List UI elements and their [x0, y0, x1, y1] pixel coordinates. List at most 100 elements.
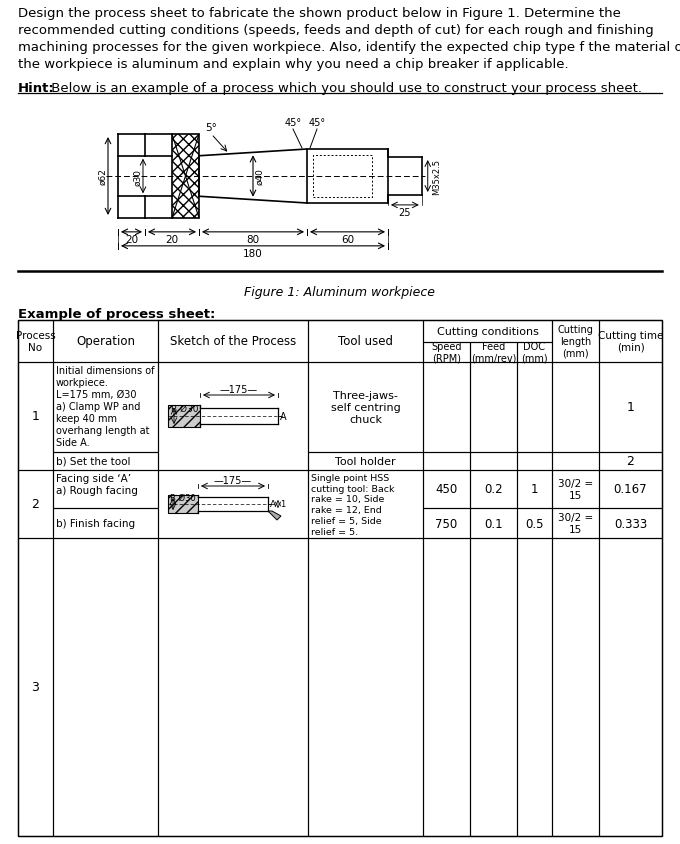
Bar	[552, 538, 599, 836]
Text: M35x2.5: M35x2.5	[432, 159, 441, 195]
Text: 0.2: 0.2	[484, 483, 503, 496]
Bar	[470, 470, 517, 508]
Text: Speed
(RPM): Speed (RPM)	[431, 342, 462, 364]
Text: ø30: ø30	[133, 168, 143, 186]
Text: 45°: 45°	[284, 118, 301, 127]
Bar	[308, 452, 423, 470]
Bar	[599, 508, 662, 538]
Text: ø62: ø62	[99, 168, 107, 185]
Bar	[308, 363, 423, 452]
Text: Cutting time
(min): Cutting time (min)	[598, 331, 663, 353]
Bar	[53, 321, 158, 363]
Text: Single point HSS
cutting tool: Back
rake = 10, Side
rake = 12, End
relief = 5, S: Single point HSS cutting tool: Back rake…	[311, 473, 394, 536]
Text: 1: 1	[31, 410, 39, 423]
Text: Hint:: Hint:	[18, 82, 55, 95]
Text: Cutting conditions: Cutting conditions	[437, 327, 539, 337]
Bar	[470, 363, 517, 452]
Bar	[18, 538, 53, 836]
Text: 1: 1	[280, 500, 285, 509]
Bar	[18, 321, 662, 836]
Text: Feed
(mm/rev): Feed (mm/rev)	[471, 342, 516, 364]
Bar	[552, 470, 599, 508]
Text: Facing side ‘A’
a) Rough facing: Facing side ‘A’ a) Rough facing	[56, 473, 138, 495]
Bar	[423, 508, 470, 538]
Text: 3: 3	[31, 681, 39, 694]
Bar	[552, 363, 599, 452]
Text: Cutting
length
(mm): Cutting length (mm)	[558, 325, 594, 358]
Bar	[308, 470, 423, 538]
Bar	[423, 343, 470, 363]
Text: 45°: 45°	[309, 118, 326, 127]
Bar	[423, 452, 470, 470]
Text: ø40: ø40	[255, 168, 264, 185]
Text: the workpiece is aluminum and explain why you need a chip breaker if applicable.: the workpiece is aluminum and explain wh…	[18, 58, 568, 71]
Bar	[53, 470, 158, 508]
Text: 450: 450	[435, 483, 458, 496]
Text: Tool holder: Tool holder	[335, 457, 396, 467]
Bar	[168, 405, 200, 428]
Polygon shape	[268, 511, 281, 521]
Bar	[552, 452, 599, 470]
Text: Process
No: Process No	[16, 331, 55, 353]
Text: Operation: Operation	[76, 335, 135, 348]
Text: Below is an example of a process which you should use to construct your process : Below is an example of a process which y…	[47, 82, 642, 95]
Text: 80: 80	[246, 235, 260, 245]
Bar	[172, 135, 199, 219]
Text: 1: 1	[626, 401, 634, 414]
Text: B Ø30: B Ø30	[170, 494, 196, 502]
Bar	[599, 470, 662, 508]
Bar	[517, 452, 552, 470]
Text: —175—: —175—	[214, 475, 252, 485]
Text: b) Finish facing: b) Finish facing	[56, 518, 135, 528]
Text: 0.333: 0.333	[614, 517, 647, 530]
Bar	[470, 508, 517, 538]
Bar	[18, 363, 53, 470]
Bar	[552, 321, 599, 363]
Bar	[599, 538, 662, 836]
Text: 25: 25	[398, 208, 411, 218]
Text: Design the process sheet to fabricate the shown product below in Figure 1. Deter: Design the process sheet to fabricate th…	[18, 7, 621, 20]
Bar	[517, 343, 552, 363]
Text: 20: 20	[125, 235, 138, 245]
Bar	[470, 538, 517, 836]
Bar	[158, 470, 308, 538]
Bar	[158, 538, 308, 836]
Bar	[423, 470, 470, 508]
Text: 30/2 =
15: 30/2 = 15	[558, 479, 593, 500]
Bar	[53, 363, 158, 452]
Bar	[423, 321, 552, 343]
Bar	[308, 321, 423, 363]
Bar	[552, 508, 599, 538]
Text: recommended cutting conditions (speeds, feeds and depth of cut) for each rough a: recommended cutting conditions (speeds, …	[18, 24, 653, 37]
Bar	[168, 495, 198, 513]
Text: 30/2 =
15: 30/2 = 15	[558, 512, 593, 534]
Bar	[53, 452, 158, 470]
Text: B Ø30: B Ø30	[171, 404, 199, 414]
Text: Initial dimensions of
workpiece.
L=175 mm, Ø30
a) Clamp WP and
keep 40 mm
overha: Initial dimensions of workpiece. L=175 m…	[56, 365, 154, 447]
Bar	[599, 321, 662, 363]
Bar	[308, 538, 423, 836]
Bar	[53, 508, 158, 538]
Bar	[470, 452, 517, 470]
Text: 2: 2	[31, 498, 39, 511]
Bar	[158, 321, 308, 363]
Text: Tool used: Tool used	[338, 335, 393, 348]
Text: A: A	[270, 500, 276, 509]
Text: 1: 1	[531, 483, 539, 496]
Bar	[517, 538, 552, 836]
Bar	[313, 156, 372, 197]
Bar	[517, 470, 552, 508]
Bar	[18, 470, 53, 538]
Bar	[423, 538, 470, 836]
Text: Sketch of the Process: Sketch of the Process	[170, 335, 296, 348]
Text: A: A	[280, 412, 287, 421]
Text: b) Set the tool: b) Set the tool	[56, 457, 131, 467]
Bar	[517, 508, 552, 538]
Text: 20: 20	[165, 235, 179, 245]
Bar	[423, 363, 470, 452]
Text: 750: 750	[435, 517, 458, 530]
Bar	[599, 452, 662, 470]
Text: Figure 1: Aluminum workpiece: Figure 1: Aluminum workpiece	[245, 285, 435, 299]
Text: —175—: —175—	[220, 385, 258, 394]
Text: 2: 2	[626, 455, 634, 468]
